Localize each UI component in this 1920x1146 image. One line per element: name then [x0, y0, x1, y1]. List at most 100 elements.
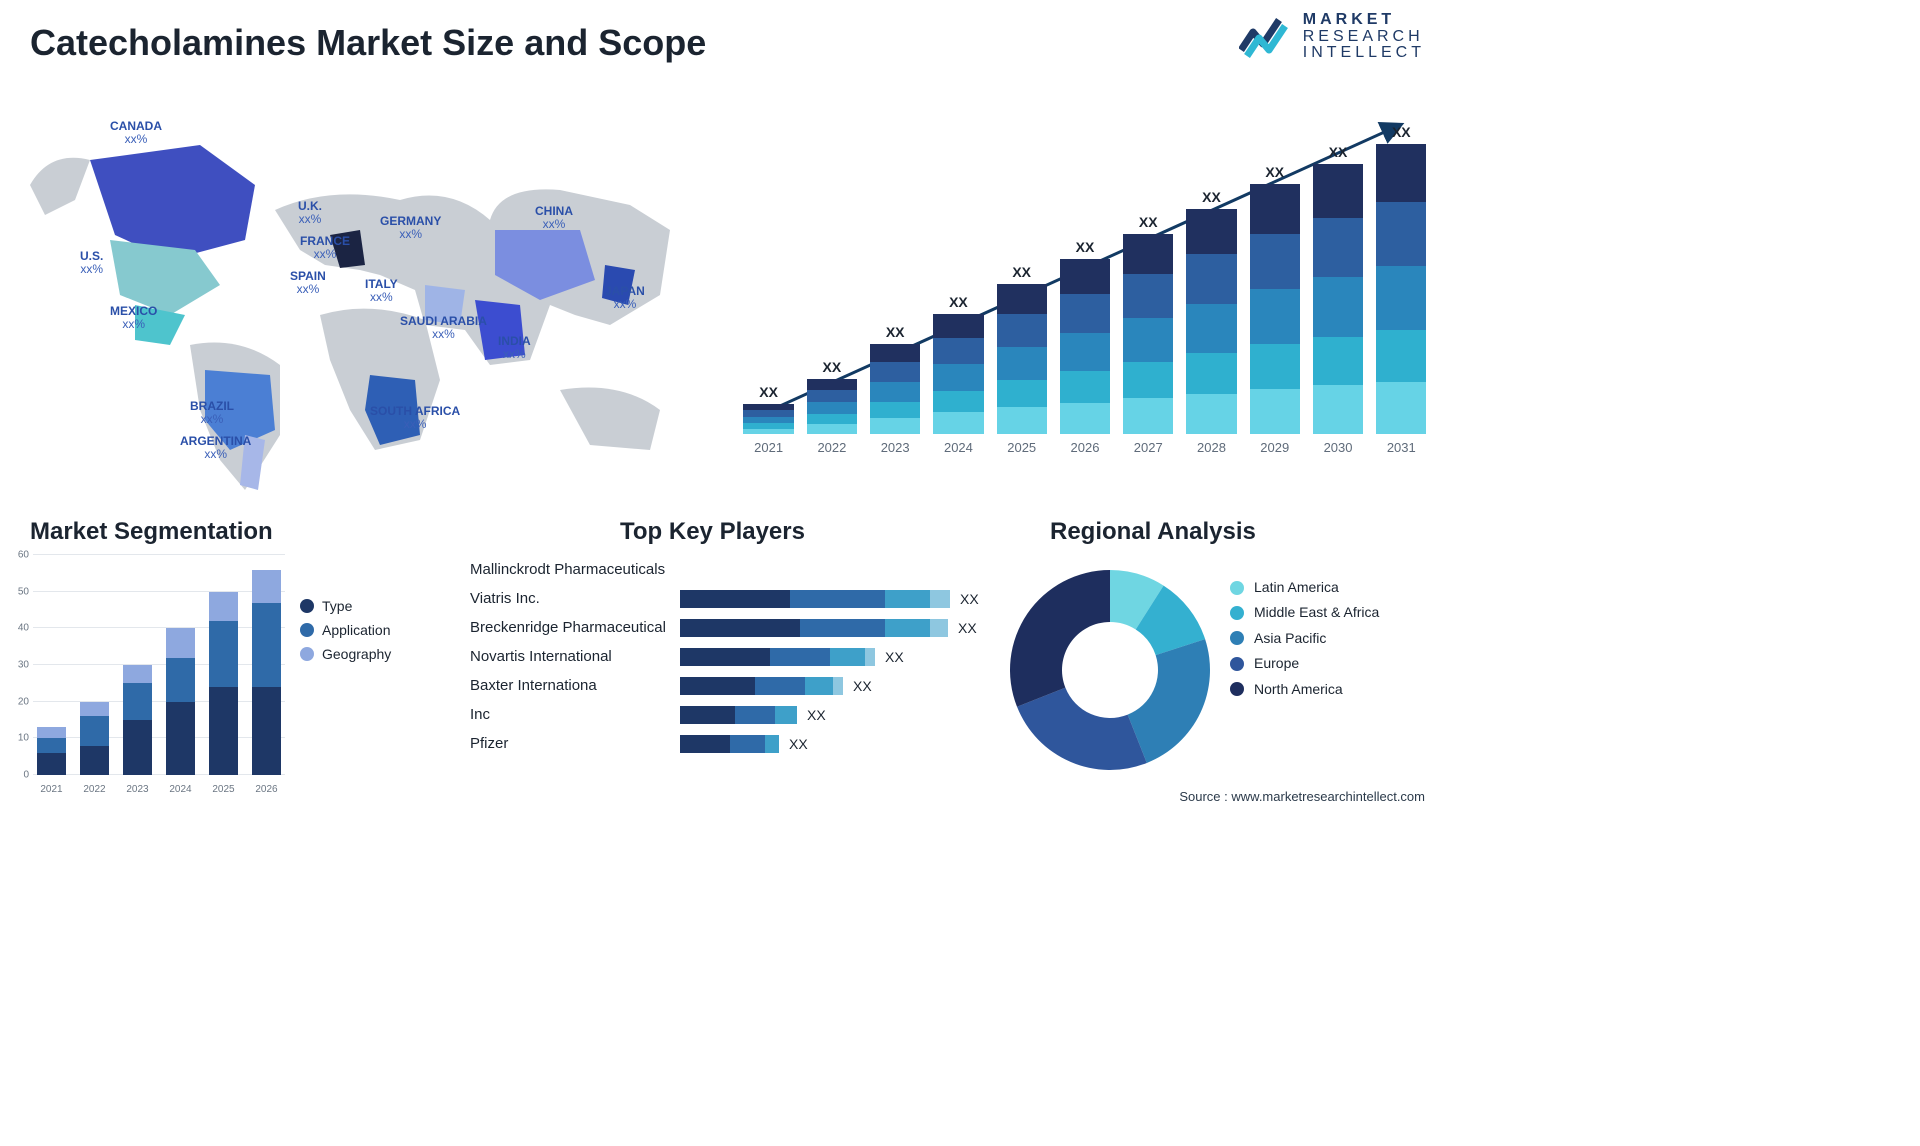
- map-label: ARGENTINAxx%: [180, 435, 251, 461]
- player-row: Breckenridge Pharmaceutical XX: [470, 613, 990, 642]
- regional-heading: Regional Analysis: [1050, 518, 1256, 546]
- donut-slice: [1017, 688, 1147, 770]
- growth-column: XX 2031: [1373, 124, 1430, 455]
- player-name: Baxter Internationa: [470, 677, 680, 694]
- segmentation-heading: Market Segmentation: [30, 518, 273, 546]
- player-name: Breckenridge Pharmaceutical: [470, 619, 680, 636]
- player-value: XX: [853, 678, 872, 694]
- player-name: Inc: [470, 706, 680, 723]
- player-value: XX: [789, 736, 808, 752]
- regional-legend-item: Asia Pacific: [1230, 631, 1379, 646]
- growth-column: XX 2026: [1056, 239, 1113, 455]
- players-heading: Top Key Players: [620, 518, 805, 546]
- regional-legend-item: Middle East & Africa: [1230, 605, 1379, 620]
- map-label: U.S.xx%: [80, 250, 103, 276]
- player-name: Pfizer: [470, 735, 680, 752]
- growth-chart: XX 2021 XX 2022 XX 2023 XX 2024 XX 2025 XX 2026 XX 20…: [740, 105, 1430, 475]
- source-text: Source : www.marketresearchintellect.com: [1179, 789, 1425, 804]
- growth-column: XX 2027: [1120, 214, 1177, 455]
- map-label: GERMANYxx%: [380, 215, 441, 241]
- map-label: BRAZILxx%: [190, 400, 234, 426]
- map-label: INDIAxx%: [498, 335, 531, 361]
- growth-value-label: XX: [1392, 124, 1411, 140]
- regional-legend-item: North America: [1230, 682, 1379, 697]
- growth-value-label: XX: [886, 324, 905, 340]
- donut-slice: [1128, 639, 1210, 763]
- growth-year-label: 2029: [1260, 440, 1289, 455]
- segmentation-column: [119, 665, 156, 775]
- growth-value-label: XX: [1139, 214, 1158, 230]
- map-label: SAUDI ARABIAxx%: [400, 315, 487, 341]
- growth-year-label: 2030: [1324, 440, 1353, 455]
- map-label: CANADAxx%: [110, 120, 162, 146]
- growth-value-label: XX: [1329, 144, 1348, 160]
- growth-value-label: XX: [1076, 239, 1095, 255]
- segmentation-column: [248, 570, 285, 775]
- brand-logo: MARKET RESEARCH INTELLECT: [1239, 10, 1425, 64]
- player-name: Novartis International: [470, 648, 680, 665]
- map-label: ITALYxx%: [365, 278, 398, 304]
- segmentation-legend-item: Application: [300, 622, 391, 638]
- player-row: Viatris Inc. XX: [470, 584, 990, 613]
- growth-value-label: XX: [949, 294, 968, 310]
- growth-year-label: 2024: [944, 440, 973, 455]
- page-title: Catecholamines Market Size and Scope: [30, 22, 706, 64]
- segmentation-column: [205, 592, 242, 775]
- growth-year-label: 2027: [1134, 440, 1163, 455]
- player-row: Baxter Internationa XX: [470, 671, 990, 700]
- player-row: Novartis InternationalXX: [470, 642, 990, 671]
- players-title-row: Mallinckrodt Pharmaceuticals: [470, 561, 680, 578]
- growth-column: XX 2028: [1183, 189, 1240, 455]
- segmentation-column: [33, 727, 70, 775]
- growth-year-label: 2022: [817, 440, 846, 455]
- growth-value-label: XX: [1012, 264, 1031, 280]
- donut-slice: [1010, 570, 1110, 707]
- growth-year-label: 2031: [1387, 440, 1416, 455]
- map-label: SOUTH AFRICAxx%: [370, 405, 460, 431]
- regional-legend-item: Europe: [1230, 656, 1379, 671]
- brand-line1: MARKET: [1303, 12, 1425, 29]
- map-label: JAPANxx%: [605, 285, 645, 311]
- growth-value-label: XX: [823, 359, 842, 375]
- regional-legend-item: Latin America: [1230, 580, 1379, 595]
- growth-column: XX 2024: [930, 294, 987, 455]
- brand-mark-icon: [1239, 10, 1293, 64]
- brand-line3: INTELLECT: [1303, 45, 1425, 62]
- growth-column: XX 2023: [867, 324, 924, 455]
- brand-line2: RESEARCH: [1303, 29, 1425, 46]
- world-map: CANADAxx% U.S.xx% MEXICOxx% BRAZILxx% ARGENT…: [20, 90, 680, 500]
- map-label: U.K.xx%: [298, 200, 322, 226]
- segmentation-legend: Type Application Geography: [300, 590, 391, 670]
- segmentation-legend-item: Type: [300, 598, 391, 614]
- map-label: MEXICOxx%: [110, 305, 157, 331]
- growth-column: XX 2030: [1309, 144, 1366, 455]
- segmentation-chart: 0102030405060 202120222023202420252026: [5, 555, 285, 795]
- growth-value-label: XX: [1202, 189, 1221, 205]
- growth-year-label: 2023: [881, 440, 910, 455]
- growth-column: XX 2025: [993, 264, 1050, 455]
- player-value: XX: [807, 707, 826, 723]
- growth-year-label: 2025: [1007, 440, 1036, 455]
- growth-column: XX 2021: [740, 384, 797, 455]
- growth-year-label: 2021: [754, 440, 783, 455]
- segmentation-column: [76, 702, 113, 775]
- map-label: CHINAxx%: [535, 205, 573, 231]
- growth-year-label: 2028: [1197, 440, 1226, 455]
- map-label: SPAINxx%: [290, 270, 326, 296]
- regional-donut: [1000, 560, 1220, 780]
- player-value: XX: [960, 591, 979, 607]
- regional-legend: Latin America Middle East & Africa Asia Pa…: [1230, 570, 1379, 707]
- player-row: Inc XX: [470, 700, 990, 729]
- growth-column: XX 2029: [1246, 164, 1303, 455]
- player-row: Pfizer XX: [470, 729, 990, 758]
- growth-value-label: XX: [759, 384, 778, 400]
- growth-column: XX 2022: [803, 359, 860, 455]
- segmentation-legend-item: Geography: [300, 646, 391, 662]
- player-value: XX: [958, 620, 977, 636]
- segmentation-column: [162, 628, 199, 775]
- growth-year-label: 2026: [1071, 440, 1100, 455]
- players-chart: Mallinckrodt Pharmaceuticals Viatris Inc…: [470, 555, 990, 758]
- growth-value-label: XX: [1265, 164, 1284, 180]
- player-name: Viatris Inc.: [470, 590, 680, 607]
- map-label: FRANCExx%: [300, 235, 350, 261]
